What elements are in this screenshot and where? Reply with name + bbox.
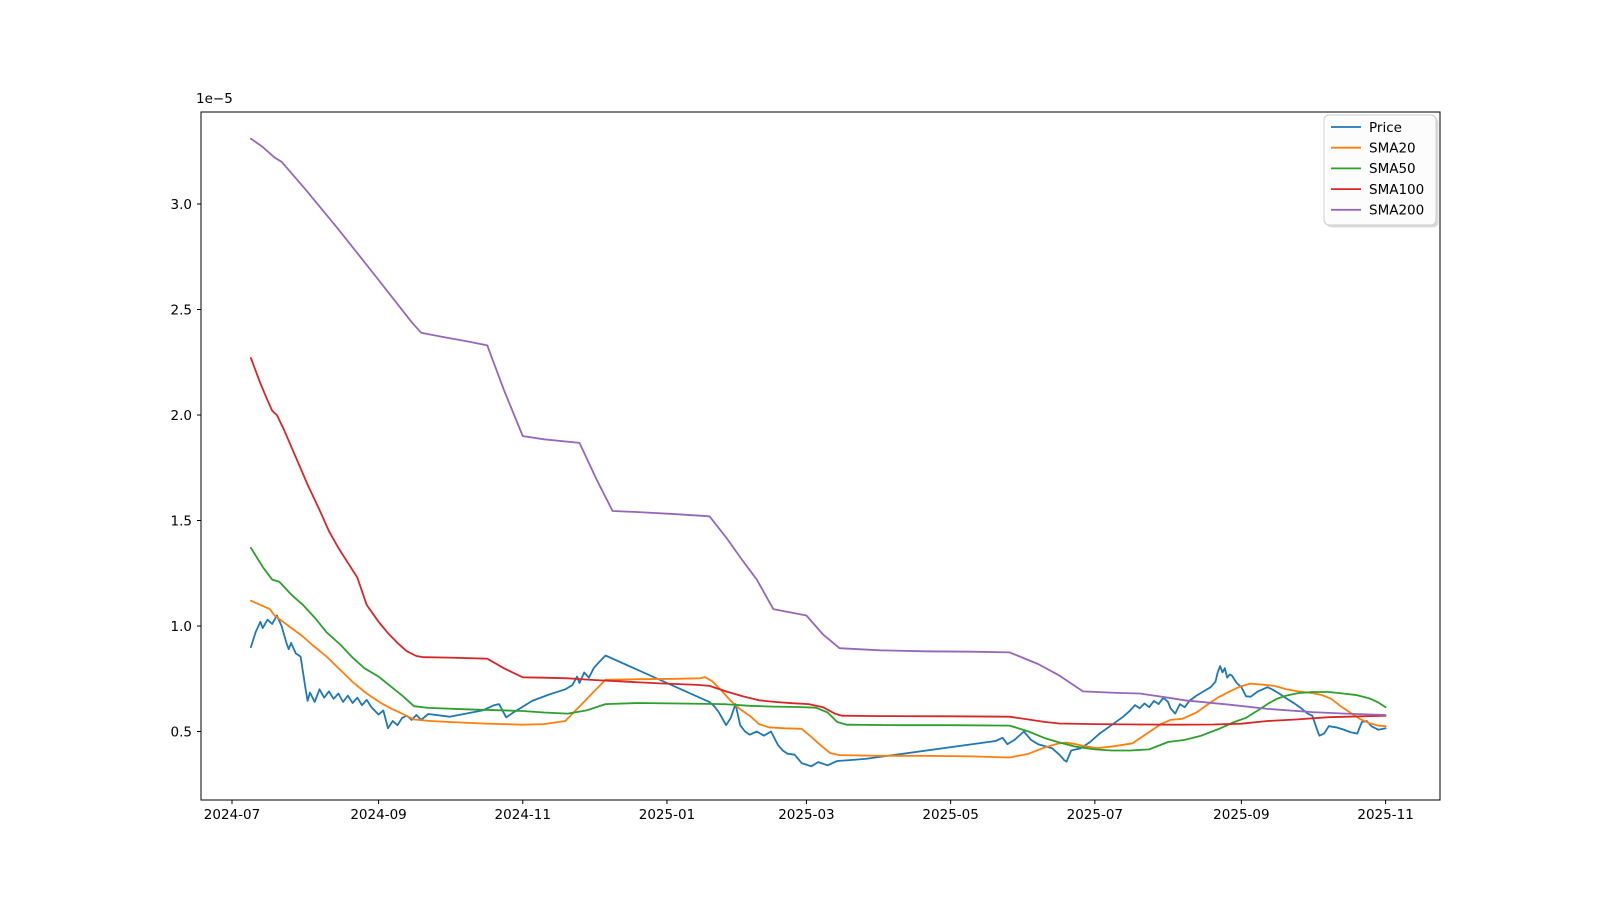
plot-area xyxy=(200,111,1441,801)
y-tick-label: 3.0 xyxy=(171,197,192,213)
series-line-sma50 xyxy=(249,547,1387,752)
y-tick-label: 2.5 xyxy=(171,302,192,318)
x-tick-label: 2025-05 xyxy=(922,807,978,823)
x-tick-label: 2024-11 xyxy=(495,807,551,823)
legend-label-price: Price xyxy=(1369,120,1402,136)
x-tick-label: 2024-07 xyxy=(204,807,260,823)
x-tick-label: 2025-07 xyxy=(1067,807,1123,823)
y-tick-label: 1.5 xyxy=(171,513,192,529)
legend-label-sma20: SMA20 xyxy=(1369,141,1416,157)
legend-box xyxy=(1323,114,1437,226)
y-axis-offset-text: 1e−5 xyxy=(196,91,233,107)
x-tick-label: 2025-09 xyxy=(1213,807,1269,823)
x-tick-label: 2024-09 xyxy=(350,807,406,823)
y-tick-label: 2.0 xyxy=(171,408,192,424)
y-tick-label: 1.0 xyxy=(171,619,192,635)
series-line-sma200 xyxy=(249,137,1387,716)
legend-label-sma50: SMA50 xyxy=(1369,161,1416,177)
legend-label-sma100: SMA100 xyxy=(1369,182,1424,198)
x-tick-label: 2025-03 xyxy=(778,807,834,823)
series-line-sma20 xyxy=(249,599,1387,759)
x-tick-label: 2025-01 xyxy=(639,807,695,823)
legend-label-sma200: SMA200 xyxy=(1369,203,1424,219)
y-tick-label: 0.5 xyxy=(171,724,192,740)
x-tick-label: 2025-11 xyxy=(1357,807,1413,823)
series-line-sma100 xyxy=(249,357,1387,726)
